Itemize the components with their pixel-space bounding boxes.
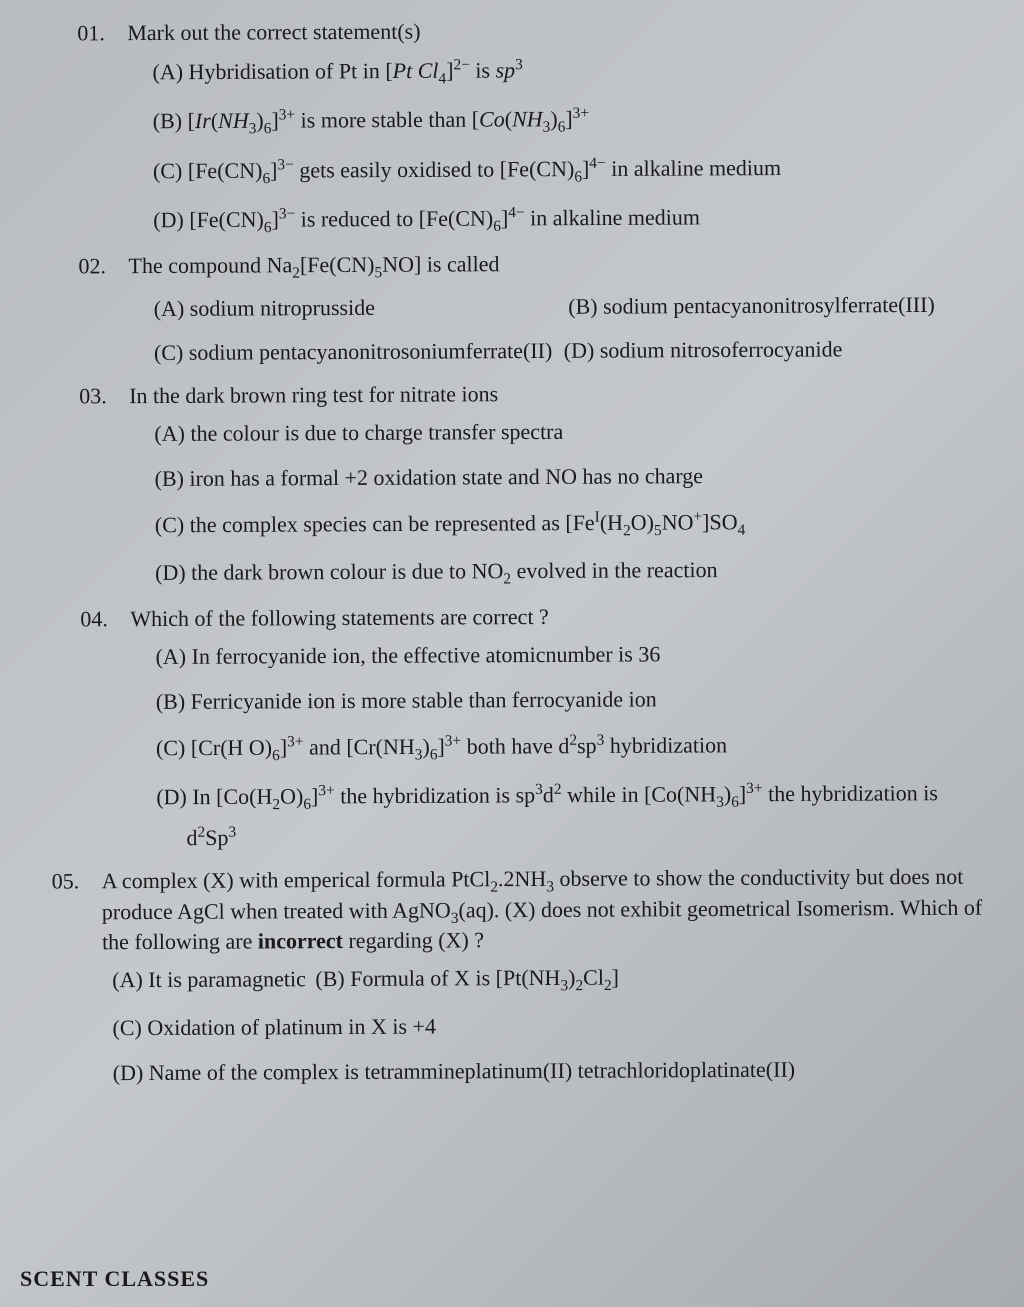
option-d: (D) sodium nitrosoferrocyanide [564, 337, 843, 363]
option-ab: (A) It is paramagnetic (B) Formula of X … [112, 961, 986, 1000]
option-d-cont: d2Sp3 [156, 818, 985, 854]
option-d: (D) [Fe(CN)6]3− is reduced to [Fe(CN)6]4… [153, 199, 982, 239]
option-a: (A) It is paramagnetic [112, 966, 306, 992]
question-03: 03. In the dark brown ring test for nitr… [79, 379, 984, 593]
question-02: 02. The compound Na2[Fe(CN)5NO] is calle… [78, 249, 983, 370]
q-text: Mark out the correct statement(s) [127, 16, 981, 46]
q-num: 05. [52, 868, 102, 894]
footer-text: SCENT CLASSES [20, 1266, 209, 1292]
option-b: (B) [Ir(NH3)6]3+ is more stable than [Co… [153, 101, 982, 141]
option-b: (B) sodium pentacyanonitrosylferrate(III… [568, 289, 983, 322]
q-text: The compound Na2[Fe(CN)5NO] is called [128, 249, 982, 284]
q-num: 01. [77, 20, 127, 46]
option-c: (C) the complex species can be represent… [155, 504, 984, 544]
incorrect-bold: incorrect [258, 928, 343, 953]
option-c: (C) sodium pentacyanonitrosoniumferrate(… [154, 338, 552, 365]
q-text: In the dark brown ring test for nitrate … [129, 379, 983, 409]
q-num: 04. [80, 606, 130, 632]
option-a: (A) sodium nitroprusside [154, 291, 569, 324]
option-d: (D) In [Co(H2O)6]3+ the hybridization is… [156, 776, 985, 816]
option-a: (A) In ferrocyanide ion, the effective a… [155, 638, 984, 673]
option-c: (C) [Cr(H O)6]3+ and [Cr(NH3)6]3+ both h… [156, 727, 985, 767]
option-b: (B) Ferricyanide ion is more stable than… [156, 682, 985, 717]
option-b: (B) iron has a formal +2 oxidation state… [155, 460, 984, 495]
option-b: (B) Formula of X is [Pt(NH3)2Cl2] [315, 965, 619, 992]
question-05: 05. A complex (X) with emperical formula… [52, 864, 987, 1089]
option-d: (D) the dark brown colour is due to NO2 … [155, 554, 984, 592]
q-text: Which of the following statements are co… [130, 602, 984, 632]
option-c: (C) [Fe(CN)6]3− gets easily oxidised to … [153, 150, 982, 190]
q-text: A complex (X) with emperical formula PtC… [102, 864, 986, 955]
option-c: (C) Oxidation of platinum in X is +4 [112, 1009, 986, 1044]
option-a: (A) the colour is due to charge transfer… [154, 415, 983, 450]
question-04: 04. Which of the following statements ar… [80, 602, 985, 855]
option-a: (A) Hybridisation of Pt in [Pt Cl4]2− is… [152, 52, 981, 92]
q-num: 02. [78, 253, 128, 279]
question-01: 01. Mark out the correct statement(s) (A… [77, 16, 982, 240]
exam-page: 01. Mark out the correct statement(s) (A… [77, 16, 987, 1089]
option-cd: (C) sodium pentacyanonitrosoniumferrate(… [154, 334, 983, 369]
q-num: 03. [79, 383, 129, 409]
option-d: (D) Name of the complex is tetramminepla… [113, 1053, 987, 1088]
